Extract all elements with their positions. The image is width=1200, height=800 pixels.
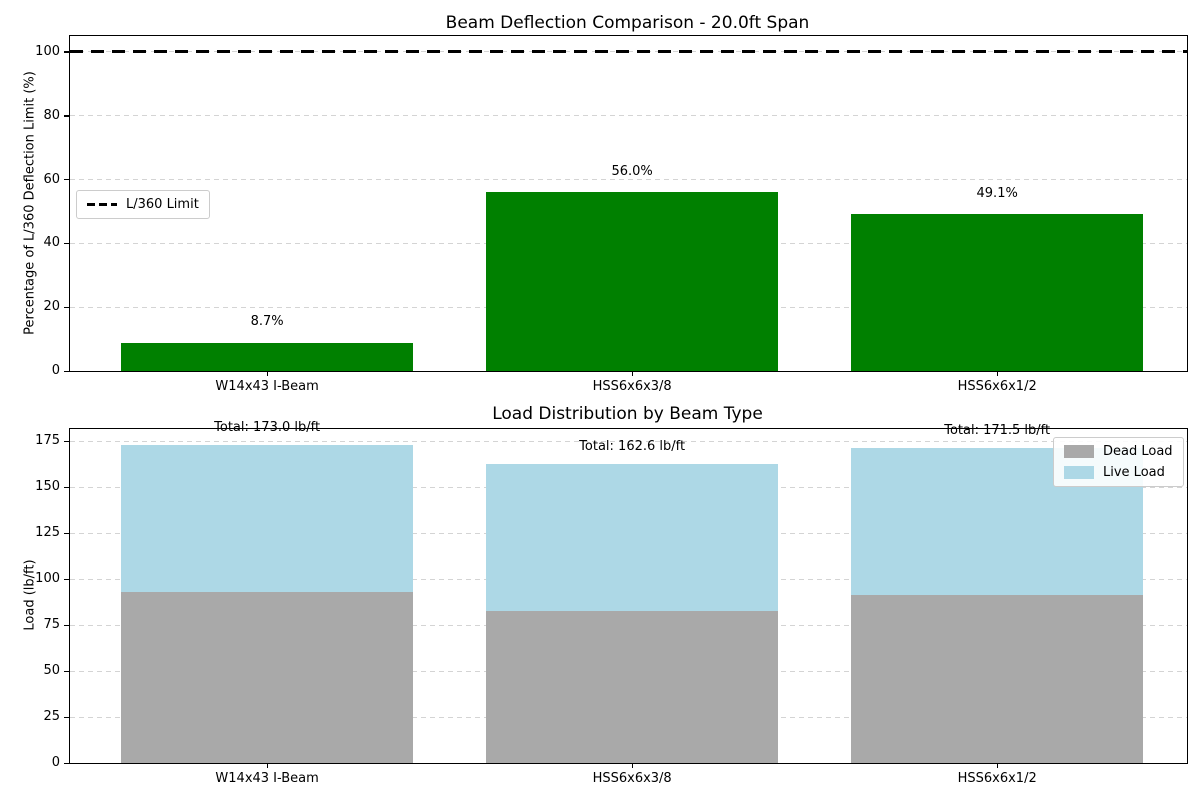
y-gridline (70, 179, 1187, 181)
y-gridline (70, 115, 1187, 117)
dashed-line-swatch (87, 203, 117, 206)
dead-load-legend-entry: Dead Load (1064, 443, 1173, 460)
bar-segment (121, 444, 414, 593)
y-tick-label: 0 (51, 363, 60, 378)
y-tick-label: 50 (43, 663, 60, 679)
y-tick-label: 75 (43, 617, 60, 633)
load-plot-area: 0 25 50 75 100 125 150 175 W14x43 I-Beam Total: 1… (35, 420, 1188, 786)
limit-line (70, 50, 1187, 54)
y-tick-mark (64, 440, 70, 443)
bar-value-label: Total: 162.6 lb/ft (579, 438, 686, 454)
live-load-swatch (1064, 466, 1094, 479)
bar-value-label: Total: 173.0 lb/ft (214, 419, 321, 435)
y-tick-mark (64, 306, 70, 308)
bar-segment (486, 192, 779, 371)
y-tick-label: 150 (35, 479, 60, 495)
load-chart-title: Load Distribution by Beam Type (492, 404, 763, 424)
x-tick-label: HSS6x6x3/8 (592, 379, 672, 394)
bar-value-label: 8.7% (250, 314, 284, 330)
y-tick-mark (64, 115, 70, 117)
y-tick-mark (64, 242, 70, 245)
dead-load-legend-label: Dead Load (1103, 444, 1173, 459)
x-tick-mark (266, 763, 268, 768)
x-tick-mark (631, 371, 633, 376)
y-tick-label: 125 (35, 525, 60, 541)
x-tick-mark (266, 371, 268, 376)
y-tick-mark (64, 716, 70, 718)
y-tick-mark (64, 624, 70, 626)
x-tick-label: W14x43 I-Beam (215, 379, 319, 394)
y-tick-label: 175 (35, 433, 60, 449)
deflection-legend: L/360 Limit (76, 190, 210, 219)
x-tick-label: W14x43 I-Beam (215, 771, 319, 786)
y-tick-mark (64, 578, 70, 580)
y-tick-label: 100 (35, 43, 60, 59)
bar-segment (851, 594, 1144, 763)
y-tick-label: 60 (43, 171, 60, 187)
x-tick-label: HSS6x6x1/2 (957, 771, 1037, 786)
x-tick-mark (631, 763, 633, 768)
x-tick-label: HSS6x6x3/8 (592, 771, 672, 786)
y-tick-label: 40 (43, 235, 60, 251)
bar-segment (486, 464, 779, 612)
y-tick-mark (64, 532, 70, 535)
bar-segment (121, 343, 414, 371)
y-tick-mark (64, 51, 70, 53)
deflection-plot-area: 0 20 40 60 80 100 W14x43 I-Beam 8.7% HSS6x6x3/8 5… (35, 35, 1188, 394)
bar-value-label: 49.1% (976, 185, 1018, 201)
y-tick-mark (64, 179, 70, 181)
live-load-legend-label: Live Load (1103, 465, 1165, 480)
y-tick-mark (64, 670, 70, 672)
limit-legend-label: L/360 Limit (126, 197, 199, 212)
bar-value-label: Total: 171.5 lb/ft (944, 422, 1051, 438)
y-gridline (70, 440, 1187, 442)
x-tick-mark (996, 763, 998, 768)
bar-segment (486, 611, 779, 763)
bar-segment (121, 592, 414, 763)
y-tick-mark (64, 762, 70, 764)
deflection-chart-title: Beam Deflection Comparison - 20.0ft Span (445, 13, 810, 33)
bar-segment (851, 214, 1144, 371)
x-tick-label: HSS6x6x1/2 (957, 379, 1037, 394)
load-legend: Dead Load Live Load (1053, 437, 1184, 487)
y-tick-label: 100 (35, 571, 60, 587)
y-tick-label: 80 (43, 107, 60, 123)
y-tick-label: 25 (43, 709, 60, 725)
x-tick-mark (996, 371, 998, 376)
y-tick-label: 20 (43, 299, 60, 315)
y-tick-label: 0 (51, 755, 60, 770)
bar-value-label: 56.0% (611, 163, 653, 179)
live-load-legend-entry: Live Load (1064, 464, 1165, 481)
dead-load-swatch (1064, 445, 1094, 458)
y-tick-mark (64, 486, 70, 489)
y-tick-mark (64, 370, 70, 372)
